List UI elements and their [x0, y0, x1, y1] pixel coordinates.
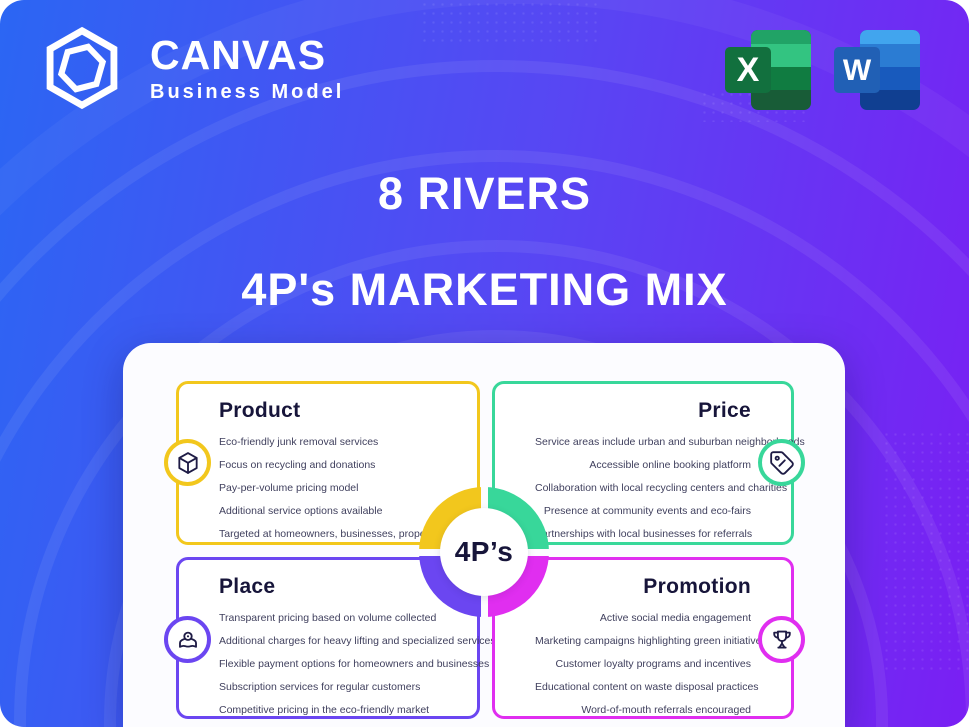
trophy-icon [772, 630, 791, 649]
brand-tagline: Business Model [150, 81, 345, 104]
excel-icon: X [725, 30, 811, 110]
word-export-button[interactable]: W [834, 30, 920, 110]
quadrant-card-promotion: Promotion Active social media engagement… [492, 557, 794, 719]
dots-pattern [882, 430, 969, 670]
price-badge [758, 439, 805, 486]
product-badge [164, 439, 211, 486]
card-item: Subscription services for regular custom… [219, 681, 421, 693]
card-title-place: Place [219, 575, 276, 598]
card-items-place: Transparent pricing based on volume coll… [179, 607, 496, 722]
price-tag-icon [769, 450, 794, 475]
card-item: Additional charges for heavy lifting and… [219, 635, 496, 647]
card-item: Word-of-mouth referrals encouraged [581, 704, 751, 716]
card-item: Customer loyalty programs and incentives [555, 658, 751, 670]
card-item: Partnerships with local businesses for r… [535, 528, 753, 540]
cube-icon [177, 451, 198, 474]
hexagon-logo-icon [46, 26, 118, 110]
card-item: Collaboration with local recycling cente… [535, 482, 788, 494]
card-item: Targeted at homeowners, businesses, prop… [219, 528, 487, 540]
card-title-promotion: Promotion [643, 575, 751, 598]
card-item: Pay-per-volume pricing model [219, 482, 359, 494]
card-item: Accessible online booking platform [589, 459, 751, 471]
deck-title: 4P's MARKETING MIX [241, 264, 728, 315]
card-item: Transparent pricing based on volume coll… [219, 612, 437, 624]
card-item: Additional service options available [219, 505, 383, 517]
card-items-promotion: Active social media engagement Marketing… [495, 607, 791, 722]
word-letter: W [843, 54, 872, 87]
card-item: Flexible payment options for homeowners … [219, 658, 490, 670]
promotion-badge [758, 616, 805, 663]
excel-letter: X [737, 51, 760, 89]
center-ring: 4P’s [419, 487, 549, 617]
card-title-product: Product [219, 399, 301, 422]
export-buttons: X W [725, 30, 920, 110]
excel-export-button[interactable]: X [725, 30, 811, 110]
card-item: Service areas include urban and suburban… [535, 436, 805, 448]
map-pin-icon [178, 631, 197, 648]
card-item: Educational content on waste disposal pr… [535, 681, 759, 693]
card-title-price: Price [698, 399, 751, 422]
card-item: Active social media engagement [599, 612, 751, 624]
dots-pattern [420, 0, 600, 46]
card-item: Presence at community events and eco-fai… [543, 505, 751, 517]
brand-name: CANVAS [150, 32, 327, 78]
quadrant-card-place: Place Transparent pricing based on volum… [176, 557, 496, 722]
brand-text: CANVAS Business Model [150, 32, 345, 104]
center-circle: 4P’s [440, 508, 528, 596]
card-item: Marketing campaigns highlighting green i… [535, 635, 767, 647]
center-label: 4P’s [454, 536, 514, 567]
quadrant-card-price: Price Service areas include urban and su… [492, 381, 805, 546]
company-title: 8 RIVERS [377, 168, 592, 219]
canvas-board: Product Eco-friendly junk removal servic… [123, 343, 845, 727]
card-item: Competitive pricing in the eco-friendly … [219, 704, 430, 716]
card-item: Focus on recycling and donations [219, 459, 376, 471]
word-icon: W [834, 30, 920, 110]
place-badge [164, 616, 211, 663]
card-item: Eco-friendly junk removal services [219, 436, 379, 448]
card-items-price: Service areas include urban and suburban… [495, 431, 805, 546]
card-items-product: Eco-friendly junk removal services Focus… [179, 431, 487, 546]
brand-logo [44, 26, 120, 115]
